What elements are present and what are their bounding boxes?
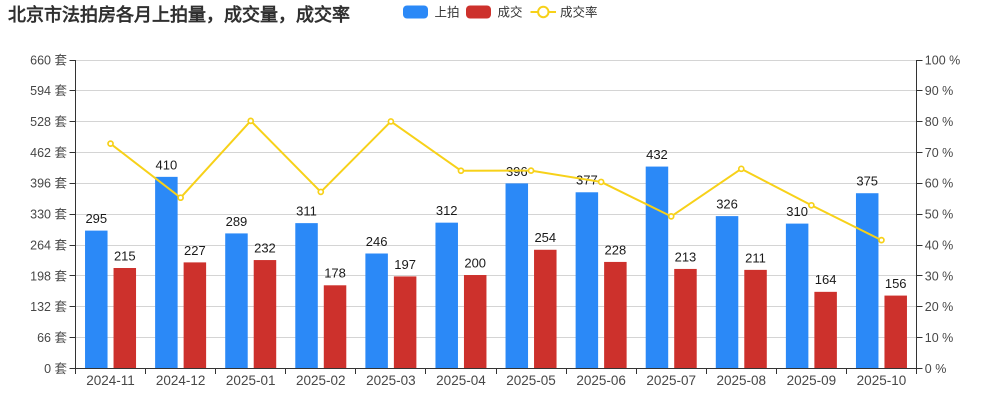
svg-text:40 %: 40 % <box>925 238 954 252</box>
svg-text:410: 410 <box>156 157 178 172</box>
svg-text:660 套: 660 套 <box>30 52 67 67</box>
svg-text:2025-10: 2025-10 <box>857 373 907 388</box>
svg-text:246: 246 <box>366 234 388 249</box>
svg-text:2024-11: 2024-11 <box>86 373 135 388</box>
svg-text:528 套: 528 套 <box>30 114 67 129</box>
svg-text:311: 311 <box>296 204 317 219</box>
svg-text:326: 326 <box>716 197 738 212</box>
svg-text:70 %: 70 % <box>925 146 954 160</box>
svg-text:375: 375 <box>856 174 878 189</box>
svg-text:60 %: 60 % <box>925 177 954 191</box>
svg-text:80 %: 80 % <box>925 115 954 129</box>
svg-text:20 %: 20 % <box>925 300 954 314</box>
svg-text:312: 312 <box>436 203 458 218</box>
svg-text:2025-03: 2025-03 <box>366 373 416 388</box>
svg-text:2025-04: 2025-04 <box>436 373 486 388</box>
svg-text:227: 227 <box>184 243 206 258</box>
svg-text:232: 232 <box>254 240 276 255</box>
svg-text:30 %: 30 % <box>925 269 954 283</box>
svg-text:396 套: 396 套 <box>30 176 67 191</box>
svg-text:462 套: 462 套 <box>30 145 67 160</box>
svg-text:北京市法拍房各月上拍量，成交量，成交率: 北京市法拍房各月上拍量，成交量，成交率 <box>8 4 350 25</box>
svg-text:156: 156 <box>885 276 907 291</box>
svg-text:200: 200 <box>464 255 486 270</box>
svg-text:2024-12: 2024-12 <box>156 373 206 388</box>
svg-text:594 套: 594 套 <box>30 83 67 98</box>
svg-text:213: 213 <box>675 249 697 264</box>
svg-text:264 套: 264 套 <box>30 237 67 252</box>
svg-text:132 套: 132 套 <box>30 299 67 314</box>
svg-text:228: 228 <box>605 242 627 257</box>
svg-text:295: 295 <box>85 211 107 226</box>
svg-text:0 套: 0 套 <box>44 361 67 376</box>
svg-text:211: 211 <box>745 250 766 265</box>
svg-text:2025-02: 2025-02 <box>296 373 346 388</box>
svg-text:成交率: 成交率 <box>560 5 598 20</box>
svg-text:215: 215 <box>114 248 136 263</box>
svg-text:上拍: 上拍 <box>435 5 460 20</box>
svg-text:90 %: 90 % <box>925 84 954 98</box>
svg-text:197: 197 <box>394 257 416 272</box>
svg-text:10 %: 10 % <box>925 331 954 345</box>
svg-text:50 %: 50 % <box>925 208 954 222</box>
svg-text:2025-05: 2025-05 <box>506 373 556 388</box>
svg-text:2025-01: 2025-01 <box>226 373 276 388</box>
svg-text:0 %: 0 % <box>925 362 947 376</box>
svg-text:330 套: 330 套 <box>30 207 67 222</box>
svg-text:164: 164 <box>815 272 837 287</box>
svg-text:310: 310 <box>786 204 808 219</box>
svg-text:100 %: 100 % <box>925 53 960 67</box>
svg-text:2025-09: 2025-09 <box>787 373 837 388</box>
svg-text:178: 178 <box>324 266 346 281</box>
svg-text:2025-07: 2025-07 <box>646 373 696 388</box>
svg-text:2025-06: 2025-06 <box>576 373 626 388</box>
svg-text:254: 254 <box>534 230 556 245</box>
svg-text:66 套: 66 套 <box>37 330 67 345</box>
svg-text:432: 432 <box>646 147 668 162</box>
svg-text:198 套: 198 套 <box>30 268 67 283</box>
svg-text:成交: 成交 <box>498 5 523 20</box>
svg-text:2025-08: 2025-08 <box>717 373 767 388</box>
svg-text:289: 289 <box>226 214 248 229</box>
